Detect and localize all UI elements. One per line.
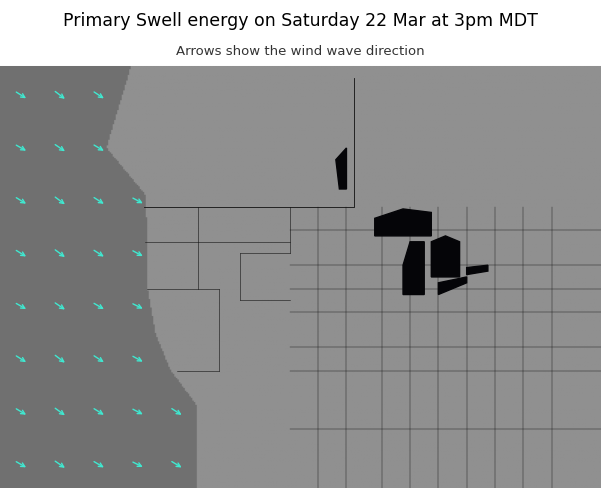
Polygon shape <box>466 265 488 275</box>
Polygon shape <box>106 66 601 488</box>
Text: Arrows show the wind wave direction: Arrows show the wind wave direction <box>176 45 425 58</box>
Polygon shape <box>432 236 460 277</box>
Polygon shape <box>336 148 346 189</box>
Text: Primary Swell energy on Saturday 22 Mar at 3pm MDT: Primary Swell energy on Saturday 22 Mar … <box>63 12 538 30</box>
Polygon shape <box>403 242 424 295</box>
Polygon shape <box>375 209 432 236</box>
Polygon shape <box>438 277 466 295</box>
